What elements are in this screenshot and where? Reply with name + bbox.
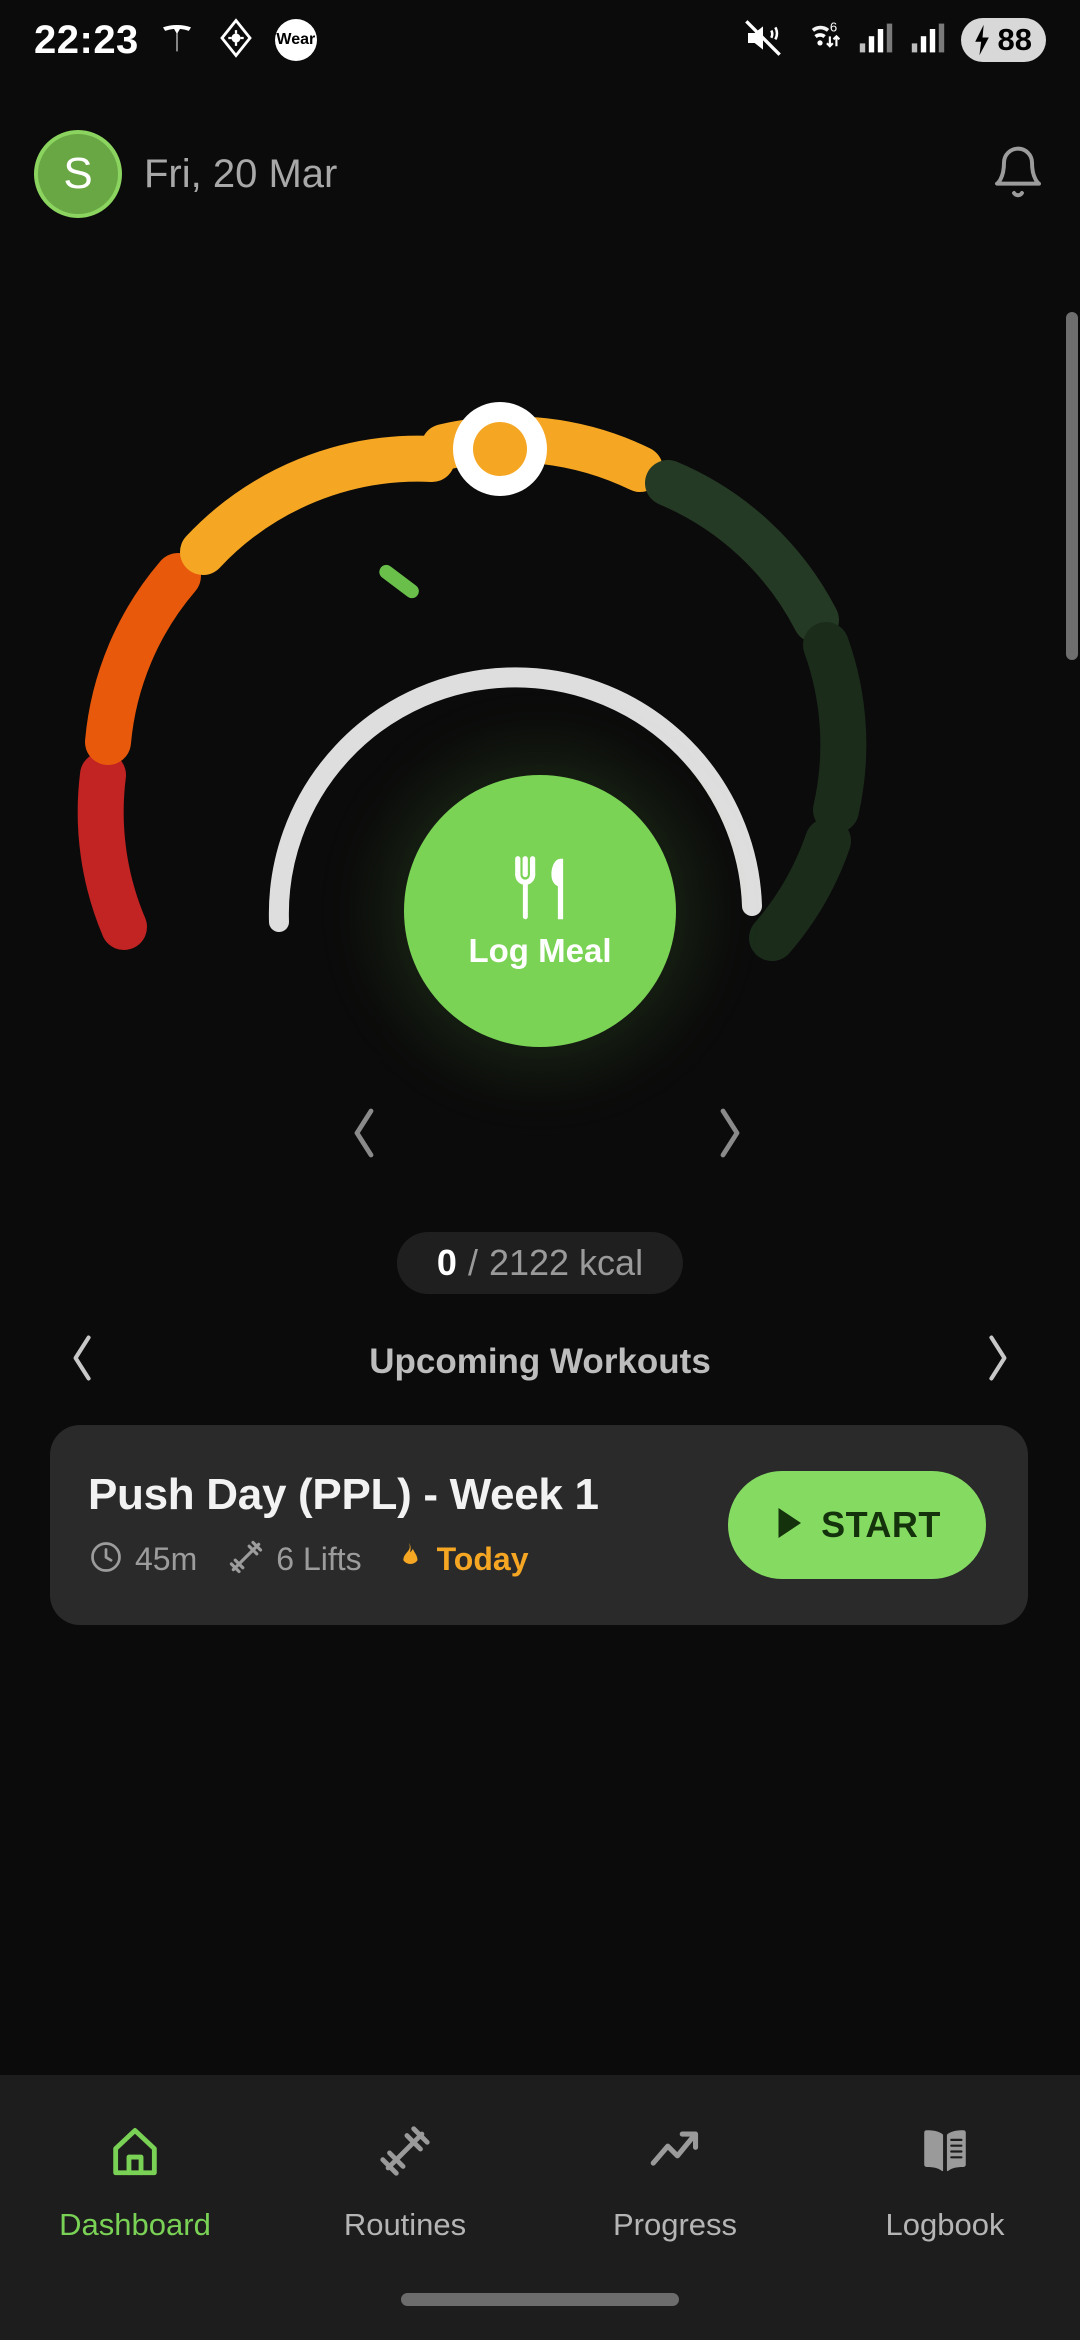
fork-knife-icon	[503, 852, 577, 926]
arc-segment-inactive-3	[749, 818, 851, 961]
arc-segment-red	[77, 752, 147, 950]
arc-segment-orange-a	[180, 435, 455, 575]
gauge-next-icon[interactable]	[712, 1105, 746, 1161]
status-time: 22:23	[34, 17, 139, 62]
page-scrollbar[interactable]	[1066, 312, 1078, 660]
nav-label-progress: Progress	[612, 2206, 738, 2242]
workout-title: Push Day (PPL) - Week 1	[88, 1469, 599, 1519]
log-meal-button[interactable]: Log Meal	[404, 775, 676, 1047]
dumbbell-icon	[376, 2122, 434, 2185]
nav-label-dashboard: Dashboard	[59, 2206, 211, 2242]
section-prev-icon[interactable]	[68, 1332, 98, 1393]
bottom-nav-items: Dashboard Routines	[0, 2075, 1080, 2265]
signal-bars-icon	[857, 20, 895, 61]
arc-segment-dark-orange	[85, 553, 201, 765]
dumbbell-icon	[227, 1538, 265, 1581]
play-icon	[773, 1505, 805, 1546]
nav-label-logbook: Logbook	[885, 2206, 1005, 2242]
svg-text:6: 6	[829, 19, 836, 34]
wear-badge: Wear	[274, 19, 317, 61]
section-next-icon[interactable]	[982, 1332, 1012, 1393]
avatar[interactable]: S	[34, 130, 122, 218]
nav-item-dashboard[interactable]: Dashboard	[0, 2075, 270, 2265]
gauge-handle	[453, 402, 547, 496]
notification-bell-icon[interactable]	[990, 144, 1046, 205]
home-indicator	[401, 2293, 679, 2306]
start-workout-button[interactable]: START	[728, 1471, 986, 1579]
section-title: Upcoming Workouts	[369, 1342, 711, 1381]
charging-bolt-icon	[974, 24, 989, 56]
book-icon	[916, 2122, 974, 2185]
flame-icon	[392, 1538, 426, 1581]
workout-card-content: Push Day (PPL) - Week 1 45m	[88, 1470, 728, 1581]
gauge-prev-icon[interactable]	[348, 1105, 382, 1161]
workout-duration: 45m	[88, 1539, 197, 1580]
workout-lifts-label: 6 Lifts	[276, 1540, 362, 1577]
gauge-inner-ring	[268, 667, 762, 932]
workout-schedule-label: Today	[436, 1540, 529, 1577]
nav-item-progress[interactable]: Progress	[540, 2075, 810, 2265]
battery-level: 88	[997, 22, 1032, 57]
calories-goal: 2122 kcal	[488, 1242, 644, 1283]
clock-icon	[88, 1539, 124, 1580]
workout-duration-label: 45m	[135, 1540, 198, 1577]
workout-meta: 45m 6 Lifts	[88, 1538, 728, 1581]
mute-icon	[743, 18, 783, 63]
upcoming-workouts-header: Upcoming Workouts	[0, 1330, 1080, 1394]
header-date[interactable]: Fri, 20 Mar	[144, 151, 338, 196]
nav-label-routines: Routines	[343, 2206, 467, 2242]
start-button-label: START	[821, 1504, 941, 1545]
battery-indicator: 88	[960, 18, 1046, 62]
diamond-nav-icon	[215, 17, 257, 64]
arc-segment-inactive-1	[645, 460, 839, 643]
nav-item-logbook[interactable]: Logbook	[810, 2075, 1080, 2265]
calorie-summary-pill: 0 / 2122 kcal	[396, 1232, 684, 1294]
status-bar-left: 22:23 Wear	[34, 17, 317, 64]
status-bar-right: 6	[743, 18, 1046, 63]
wifi-6-icon: 6	[797, 18, 843, 63]
calories-separator: /	[467, 1242, 478, 1283]
home-icon	[106, 2122, 164, 2185]
workout-lifts: 6 Lifts	[227, 1538, 362, 1581]
log-meal-label: Log Meal	[468, 932, 612, 969]
workout-card[interactable]: Push Day (PPL) - Week 1 45m	[50, 1425, 1028, 1625]
app-header: S Fri, 20 Mar	[0, 122, 1080, 226]
bottom-navigation: Dashboard Routines	[0, 2075, 1080, 2340]
avatar-initial: S	[63, 149, 93, 198]
signal-bars-2-icon	[909, 20, 947, 61]
trending-up-icon	[646, 2122, 704, 2185]
inner-ring-track	[268, 667, 762, 932]
inner-ring-marker	[379, 564, 419, 599]
nav-item-routines[interactable]: Routines	[270, 2075, 540, 2265]
tesla-icon	[157, 18, 197, 63]
workout-schedule: Today	[392, 1538, 529, 1581]
calorie-gauge: Log Meal	[0, 300, 1080, 1247]
calories-current: 0	[436, 1242, 457, 1283]
arc-segment-inactive-2	[803, 622, 867, 833]
status-bar: 22:23 Wear	[0, 0, 1080, 80]
